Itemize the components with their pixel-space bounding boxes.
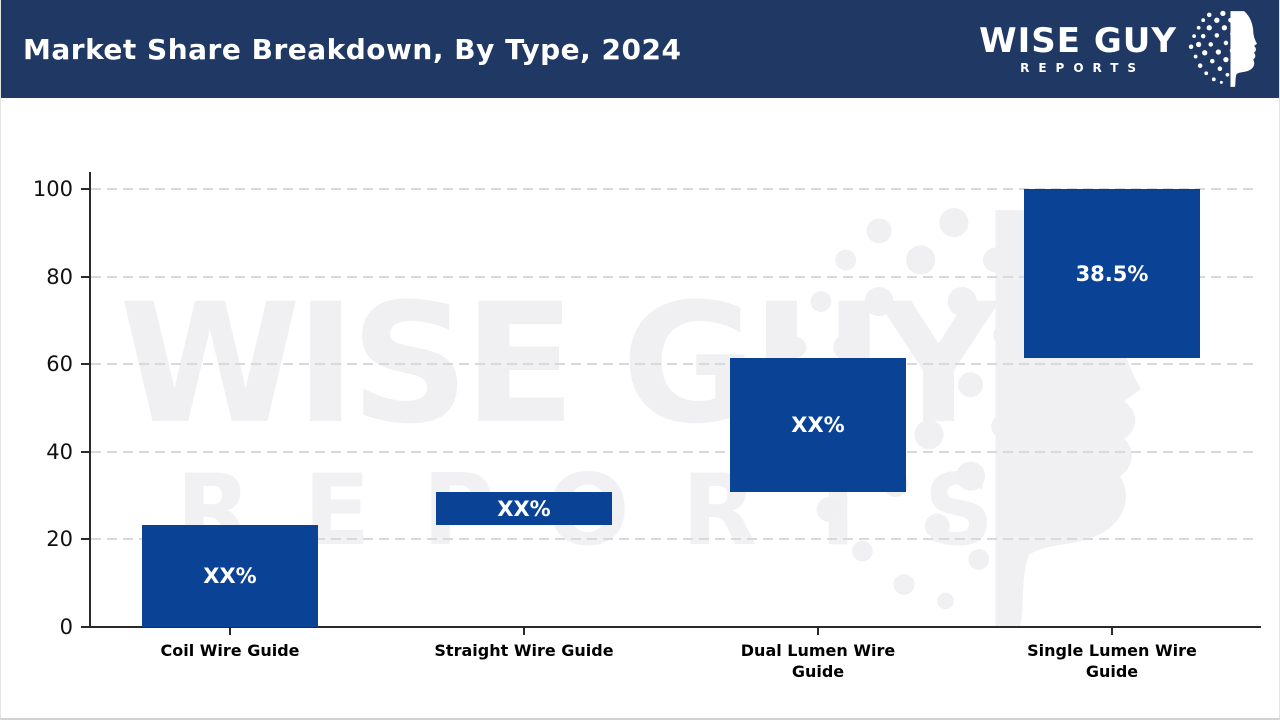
y-tick-label: 40: [46, 439, 73, 464]
y-tick-mark: [81, 450, 89, 453]
x-category-label: Single Lumen Wire Guide: [1027, 641, 1197, 681]
logo-subtext: REPORTS: [1020, 60, 1146, 75]
x-tick-mark: [523, 628, 525, 635]
y-tick-mark: [81, 626, 89, 628]
x-tick-mark: [1111, 628, 1113, 635]
y-tick-label: 20: [46, 527, 73, 552]
y-tick-mark: [81, 275, 89, 278]
bar-single-lumen-wire-guide: 38.5%: [1024, 189, 1200, 358]
y-tick-label: 0: [59, 615, 73, 639]
y-axis-line: [89, 172, 91, 628]
y-tick-label: 100: [32, 177, 73, 202]
gridline: [91, 450, 1259, 453]
header: Market Share Breakdown, By Type, 2024 WI…: [1, 0, 1279, 98]
x-tick-mark: [229, 628, 231, 635]
y-tick-mark: [81, 188, 89, 191]
gridline: [91, 538, 1259, 541]
wiseguy-logo: WISE GUY REPORTS: [979, 9, 1257, 89]
bar-value-label: XX%: [791, 413, 845, 438]
y-tick-mark: [81, 363, 89, 366]
y-tick-mark: [81, 538, 89, 541]
bar-straight-wire-guide: XX%: [436, 492, 612, 526]
bar-coil-wire-guide: XX%: [142, 525, 318, 627]
y-tick-label: 80: [46, 264, 73, 289]
gridline: [91, 188, 1259, 191]
bar-value-label: XX%: [497, 496, 551, 521]
gridline: [91, 363, 1259, 366]
logo-text: WISE GUY REPORTS: [979, 24, 1177, 75]
y-tick-label: 60: [46, 352, 73, 377]
logo-wordmark: WISE GUY: [979, 20, 1177, 61]
bar-dual-lumen-wire-guide: XX%: [730, 357, 906, 493]
x-tick-mark: [817, 628, 819, 635]
x-category-label: Straight Wire Guide: [434, 641, 614, 660]
x-axis-line: [89, 626, 1261, 628]
bar-value-label: XX%: [203, 564, 257, 588]
x-category-label: Dual Lumen Wire Guide: [740, 641, 896, 681]
logo-face-icon: [1188, 10, 1257, 87]
page-title: Market Share Breakdown, By Type, 2024: [23, 32, 682, 66]
bar-value-label: 38.5%: [1075, 261, 1149, 286]
x-category-label: Coil Wire Guide: [160, 641, 300, 660]
gridline: [91, 275, 1259, 278]
